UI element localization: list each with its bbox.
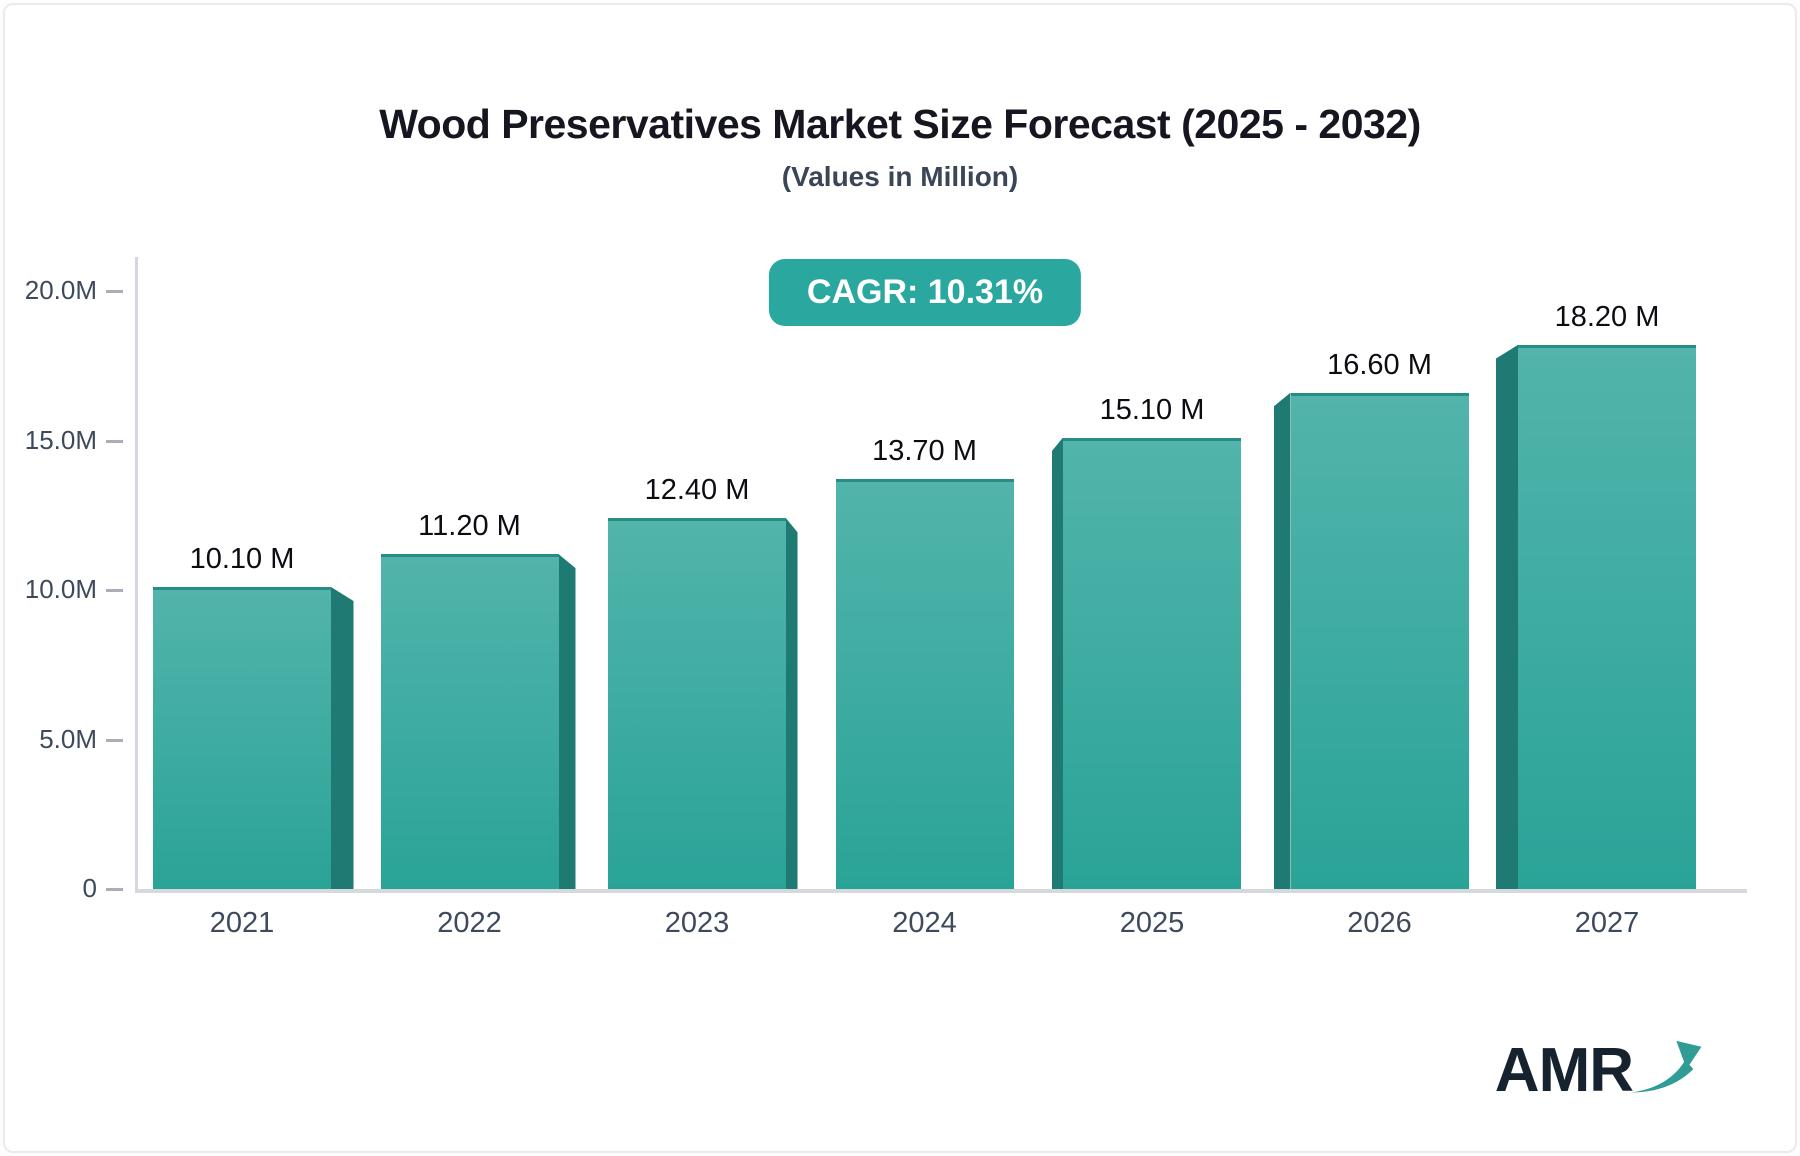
y-axis-tick-label: 0 — [82, 873, 97, 903]
bar-value-label: 13.70 M — [872, 435, 977, 468]
y-axis-tick-label: 10.0M — [24, 574, 97, 604]
x-axis-label: 2027 — [1574, 907, 1640, 939]
bar-value-label: 12.40 M — [644, 474, 750, 507]
trend-up-arrow-icon — [1630, 1040, 1702, 1093]
bar-3d-side — [331, 587, 354, 891]
chart-title: Wood Preservatives Market Size Forecast … — [379, 101, 1421, 147]
y-axis-tick-label: 15.0M — [24, 424, 97, 455]
y-axis-tick-mark — [106, 738, 123, 742]
bar-3d-side — [1495, 344, 1518, 891]
bar — [153, 587, 331, 891]
x-axis-label: 2022 — [437, 907, 502, 939]
bar-3d-side — [1273, 392, 1291, 891]
y-axis-tick-label: 5.0M — [39, 723, 97, 754]
bar-value-label: 16.60 M — [1327, 348, 1432, 381]
y-axis-tick-mark — [106, 589, 123, 592]
chart-card: Wood Preservatives Market Size Forecast … — [3, 3, 1797, 1153]
bar-3d-side — [1051, 437, 1063, 891]
bar-value-label: 11.20 M — [418, 510, 521, 543]
bar — [380, 554, 559, 891]
bar — [1290, 392, 1469, 891]
x-axis-label: 2021 — [209, 907, 275, 939]
bar-value-label: 10.10 M — [189, 543, 295, 575]
bar — [1518, 344, 1696, 891]
y-axis-tick-mark — [106, 888, 123, 891]
x-axis-label: 2025 — [1119, 907, 1185, 939]
x-axis-label: 2026 — [1347, 907, 1412, 939]
y-axis-tick-mark — [106, 290, 123, 293]
brand-logo-text: AMR — [1494, 1036, 1634, 1106]
bar-chart: 0 5.0M 10.0M 15.0M 20.0M 10.10 M 2021 11.20 M 20… — [5, 5, 1795, 1151]
y-axis-tick-mark — [106, 439, 123, 443]
bar — [608, 518, 786, 891]
bar-value-label: 15.10 M — [1099, 393, 1205, 426]
y-axis-tick-label: 20.0M — [24, 275, 97, 305]
chart-subtitle: (Values in Million) — [781, 161, 1019, 192]
bar-3d-side — [558, 554, 576, 891]
bar — [835, 479, 1014, 891]
y-axis-line — [135, 257, 138, 893]
brand-logo: AMR — [1494, 1035, 1703, 1106]
bar-value-label: 18.20 M — [1554, 300, 1660, 333]
x-axis-label: 2024 — [892, 907, 957, 939]
x-axis-label: 2023 — [664, 907, 730, 939]
cagr-badge: CAGR: 10.31% — [768, 259, 1082, 326]
x-axis-line — [135, 889, 1747, 893]
bar-3d-side — [786, 518, 798, 891]
bar — [1063, 437, 1241, 891]
